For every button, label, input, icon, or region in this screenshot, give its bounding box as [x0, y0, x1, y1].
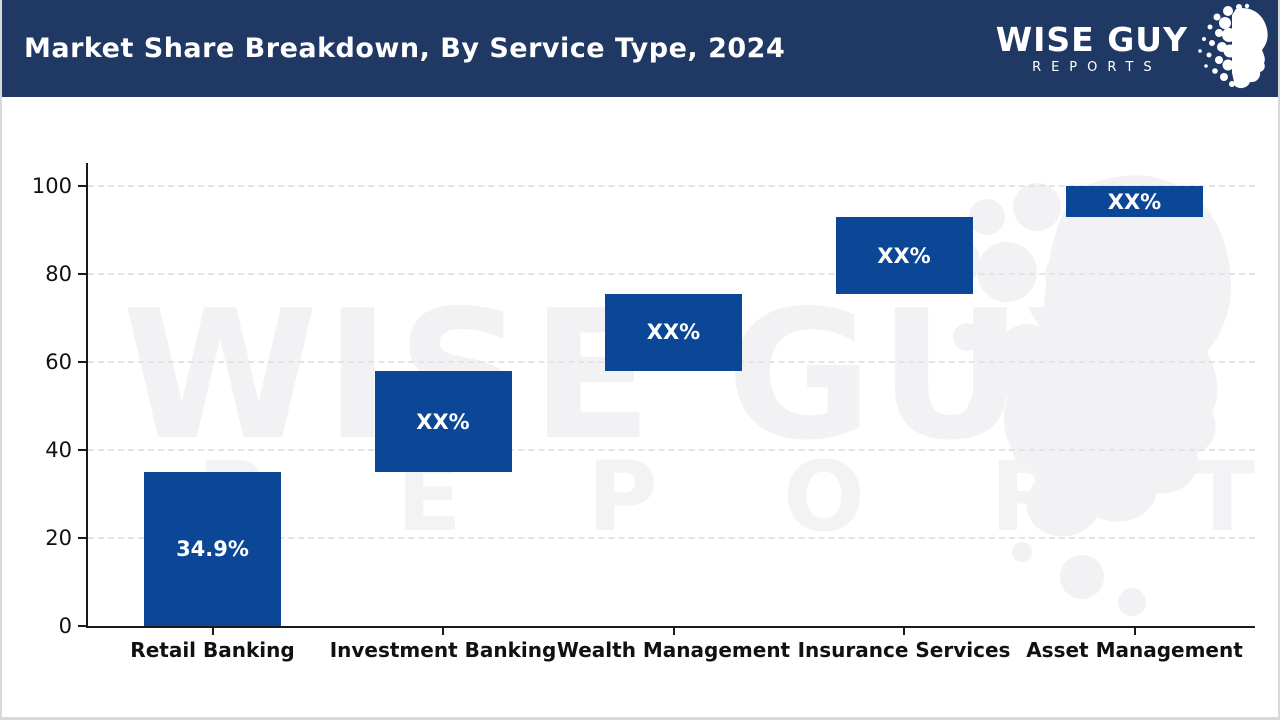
bar-segment: XX% [374, 370, 512, 473]
x-axis-tick [1133, 628, 1136, 635]
page-title: Market Share Breakdown, By Service Type,… [24, 33, 786, 64]
y-axis-tick [78, 273, 86, 275]
bar-value-label: XX% [416, 409, 470, 434]
bar-segment: XX% [1066, 186, 1203, 218]
brand-name: WISE GUY [995, 20, 1188, 59]
watermark-face-icon [928, 157, 1262, 661]
y-axis-tick [78, 625, 86, 627]
gridline [88, 185, 1255, 187]
y-axis-tick [78, 361, 86, 363]
y-axis-tick-label: 60 [45, 350, 72, 374]
x-axis-tick [672, 628, 675, 635]
y-axis-tick-label: 100 [31, 174, 72, 198]
gridline [88, 449, 1255, 451]
x-category-label: Retail Banking [130, 638, 295, 662]
x-category-label: Insurance Services [797, 638, 1011, 662]
x-category-label: Asset Management [1026, 638, 1243, 662]
x-axis-tick [211, 628, 214, 635]
bar-segment: XX% [605, 293, 742, 371]
y-axis-tick-label: 20 [45, 526, 72, 550]
gridline [88, 273, 1255, 275]
x-category-label: Wealth Management [556, 638, 791, 662]
x-axis-line [86, 626, 1255, 628]
brand-logo-text: WISE GUY REPORTS [996, 23, 1188, 74]
header-bar: Market Share Breakdown, By Service Type,… [2, 0, 1278, 97]
y-axis-tick-label: 40 [45, 438, 72, 462]
y-axis-tick [78, 449, 86, 451]
chart-area: WISE GUY R E P O R T S 02040608010034.9%… [2, 97, 1278, 717]
y-axis-tick [78, 185, 86, 187]
brand-subname: REPORTS [1032, 60, 1162, 75]
y-axis-tick-label: 0 [58, 614, 72, 638]
bar-segment: 34.9% [144, 472, 281, 626]
x-axis-tick [442, 628, 444, 635]
bar-segment: XX% [835, 217, 973, 294]
dotted-face-logo-icon [1192, 3, 1270, 95]
y-axis-line [86, 163, 88, 628]
y-axis-tick [78, 537, 86, 539]
x-axis-tick [903, 628, 905, 635]
y-axis-tick-label: 80 [45, 262, 72, 286]
gridline [88, 537, 1255, 539]
bar-value-label: XX% [877, 243, 931, 268]
bar-value-label: XX% [1107, 189, 1162, 214]
x-category-label: Investment Banking [329, 638, 557, 662]
bar-value-label: XX% [646, 320, 701, 345]
brand-logo: WISE GUY REPORTS [996, 3, 1278, 95]
bar-value-label: 34.9% [176, 537, 249, 562]
